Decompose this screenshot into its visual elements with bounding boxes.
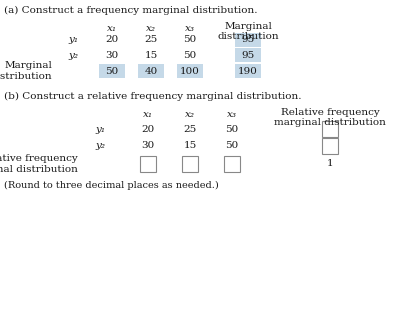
Text: y₁: y₁ [68,36,78,44]
Text: x₃: x₃ [227,110,237,119]
Text: x₂: x₂ [185,110,195,119]
Bar [322,138,338,154]
Text: y₁: y₁ [95,124,105,133]
Bar [182,156,198,172]
Text: 30: 30 [105,50,119,59]
Text: y₂: y₂ [68,50,78,59]
Text: 50: 50 [105,66,119,75]
Text: 30: 30 [141,141,155,150]
Text: (Round to three decimal places as needed.): (Round to three decimal places as needed… [4,181,219,190]
Text: 1: 1 [327,159,333,169]
Text: x₂: x₂ [146,24,156,33]
Text: y₂: y₂ [95,141,105,150]
Bar [138,64,164,78]
Text: 50: 50 [183,36,197,44]
Text: 95: 95 [241,36,255,44]
Text: x₁: x₁ [143,110,153,119]
Text: 15: 15 [144,50,158,59]
Text: Relative frequency
marginal distribution: Relative frequency marginal distribution [274,108,386,127]
Text: 50: 50 [225,141,239,150]
Text: (b) Construct a relative frequency marginal distribution.: (b) Construct a relative frequency margi… [4,92,301,101]
Text: 95: 95 [241,50,255,59]
Bar [235,48,261,62]
Text: 190: 190 [238,66,258,75]
Bar [235,64,261,78]
Text: 50: 50 [183,50,197,59]
Bar [140,156,156,172]
Bar [99,64,125,78]
Text: 25: 25 [183,124,197,133]
Bar [235,33,261,47]
Text: (a) Construct a frequency marginal distribution.: (a) Construct a frequency marginal distr… [4,6,257,15]
Text: 20: 20 [105,36,119,44]
Text: 50: 50 [225,124,239,133]
Bar [224,156,240,172]
Text: Relative frequency
marginal distribution: Relative frequency marginal distribution [0,154,78,174]
Text: 40: 40 [144,66,158,75]
Text: x₁: x₁ [107,24,117,33]
Text: 20: 20 [141,124,155,133]
Text: 15: 15 [183,141,197,150]
Bar [177,64,203,78]
Bar [322,121,338,137]
Text: 25: 25 [144,36,158,44]
Text: Marginal
distribution: Marginal distribution [217,22,279,42]
Text: Marginal
distribution: Marginal distribution [0,61,52,81]
Text: x₃: x₃ [185,24,195,33]
Text: 100: 100 [180,66,200,75]
